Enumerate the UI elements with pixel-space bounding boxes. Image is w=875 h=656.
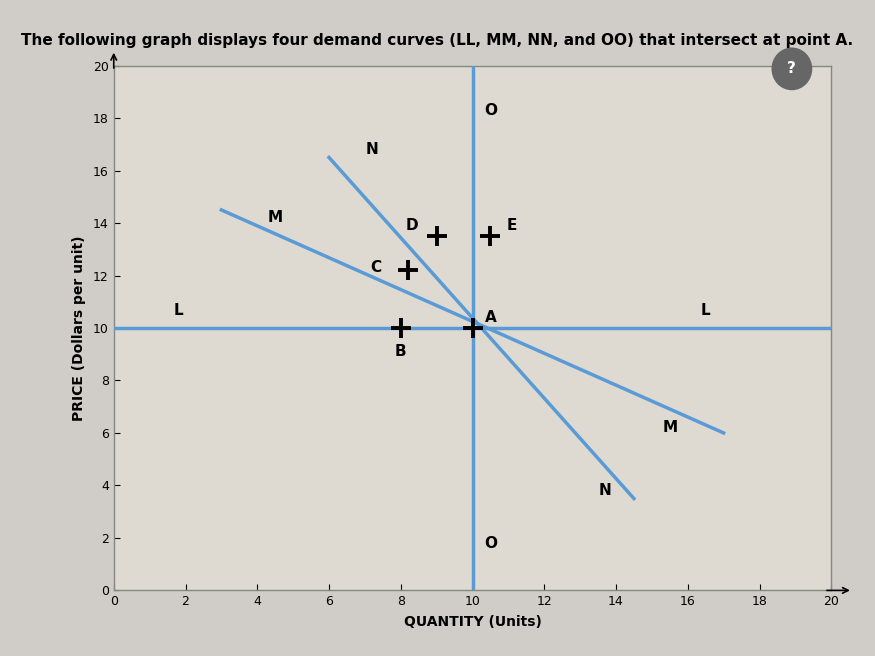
Text: ?: ? <box>788 62 796 76</box>
Text: M: M <box>662 420 677 435</box>
Text: D: D <box>405 218 418 233</box>
Text: O: O <box>484 103 497 117</box>
Y-axis label: PRICE (Dollars per unit): PRICE (Dollars per unit) <box>72 236 86 420</box>
X-axis label: QUANTITY (Units): QUANTITY (Units) <box>403 615 542 629</box>
Text: O: O <box>484 536 497 550</box>
Text: N: N <box>366 142 378 157</box>
Text: A: A <box>485 310 496 325</box>
Text: L: L <box>701 302 710 318</box>
Text: E: E <box>507 218 517 233</box>
Text: B: B <box>395 344 407 359</box>
Circle shape <box>773 49 812 90</box>
Text: The following graph displays four demand curves (LL, MM, NN, and OO) that inters: The following graph displays four demand… <box>21 33 854 48</box>
Text: M: M <box>268 211 283 225</box>
Text: C: C <box>370 260 382 275</box>
Text: L: L <box>173 302 183 318</box>
Text: N: N <box>598 483 612 498</box>
